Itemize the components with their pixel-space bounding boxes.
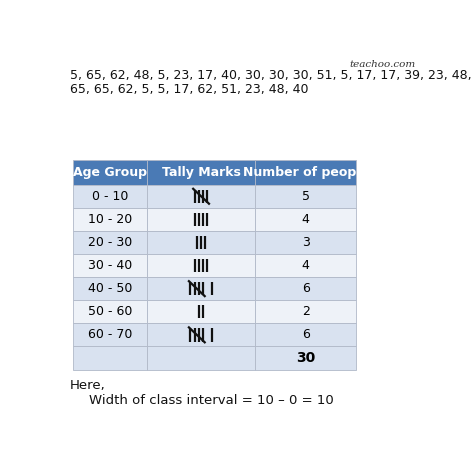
- Bar: [255, 231, 356, 254]
- Text: 65, 65, 62, 5, 5, 17, 62, 51, 23, 48, 40: 65, 65, 62, 5, 5, 17, 62, 51, 23, 48, 40: [70, 83, 309, 96]
- Text: 5: 5: [301, 190, 310, 203]
- Bar: [73, 185, 147, 208]
- Bar: [255, 277, 356, 300]
- Bar: [147, 254, 255, 277]
- Bar: [73, 231, 147, 254]
- Text: Width of class interval = 10 – 0 = 10: Width of class interval = 10 – 0 = 10: [89, 394, 333, 407]
- Text: 5, 65, 62, 48, 5, 23, 17, 40, 30, 30, 30, 51, 5, 17, 17, 39, 23, 48, 40,: 5, 65, 62, 48, 5, 23, 17, 40, 30, 30, 30…: [70, 69, 474, 82]
- Bar: [147, 346, 255, 370]
- Bar: [147, 185, 255, 208]
- Text: 50 - 60: 50 - 60: [88, 305, 132, 318]
- Text: 40 - 50: 40 - 50: [88, 282, 132, 295]
- Text: teachoo.com: teachoo.com: [349, 60, 416, 69]
- Text: 2: 2: [302, 305, 310, 318]
- Bar: [255, 208, 356, 231]
- Bar: [255, 254, 356, 277]
- Text: 10 - 20: 10 - 20: [88, 213, 132, 226]
- Bar: [73, 323, 147, 346]
- Text: 6: 6: [302, 282, 310, 295]
- Bar: [73, 160, 147, 185]
- Bar: [255, 185, 356, 208]
- Bar: [147, 300, 255, 323]
- Bar: [73, 300, 147, 323]
- Text: 60 - 70: 60 - 70: [88, 328, 132, 341]
- Text: 3: 3: [302, 236, 310, 249]
- Bar: [73, 277, 147, 300]
- Bar: [255, 160, 356, 185]
- Text: Number of people: Number of people: [243, 166, 369, 179]
- Text: Age Group: Age Group: [73, 166, 147, 179]
- Text: 6: 6: [302, 328, 310, 341]
- Bar: [147, 323, 255, 346]
- Bar: [255, 300, 356, 323]
- Text: 30 - 40: 30 - 40: [88, 259, 132, 272]
- Bar: [255, 346, 356, 370]
- Text: 4: 4: [302, 213, 310, 226]
- Text: 30: 30: [296, 351, 315, 365]
- Text: 4: 4: [302, 259, 310, 272]
- Text: 20 - 30: 20 - 30: [88, 236, 132, 249]
- Text: Tally Marks: Tally Marks: [162, 166, 240, 179]
- Bar: [147, 208, 255, 231]
- Bar: [73, 254, 147, 277]
- Bar: [73, 346, 147, 370]
- Text: 0 - 10: 0 - 10: [92, 190, 128, 203]
- Bar: [147, 231, 255, 254]
- Text: Here,: Here,: [70, 379, 106, 392]
- Bar: [255, 323, 356, 346]
- Bar: [73, 208, 147, 231]
- Bar: [147, 277, 255, 300]
- Bar: [147, 160, 255, 185]
